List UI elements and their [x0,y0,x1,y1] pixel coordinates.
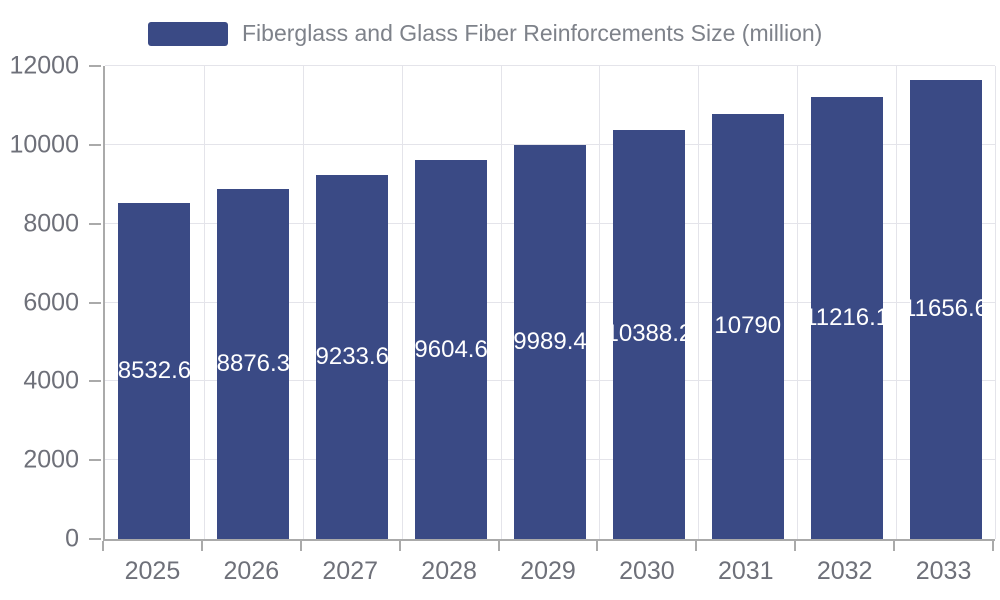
x-axis-tick [398,541,401,551]
x-axis: 2025 2026 2027 2028 2029 2030 2031 2032 2033 [102,541,994,600]
x-axis-tick [102,541,104,551]
bar[interactable]: 9604.6 [415,160,488,539]
bar[interactable]: 8876.3 [217,189,290,539]
v-gridline [599,66,601,539]
bar-value-label: 10790 [714,312,782,340]
y-axis-label: 10000 [9,130,79,159]
x-axis-tick [299,541,302,551]
x-axis-label: 2032 [816,557,873,585]
x-axis-label: 2025 [124,557,181,585]
x-axis-tick [893,541,896,551]
x-axis-tick [695,541,698,551]
bar[interactable]: 9989.4 [514,145,586,539]
y-axis-label: 0 [65,524,79,553]
bar[interactable]: 11216.1 [810,96,883,539]
x-axis-label: 2026 [223,557,280,585]
x-axis-tick [596,541,599,551]
x-axis-tick [992,541,994,551]
v-gridline [797,66,799,539]
bar-value-label: 9989.4 [514,328,586,356]
bar[interactable]: 10790 [711,113,784,539]
v-gridline [401,66,403,539]
bar-value-label: 8876.3 [217,350,290,378]
v-gridline [302,66,304,539]
y-axis-label: 2000 [23,445,79,474]
h-gridline [105,65,995,66]
y-axis-tick [89,301,101,304]
y-axis-label: 6000 [23,288,79,316]
y-axis-label: 12000 [9,51,79,80]
v-gridline [203,66,205,539]
v-gridline [698,66,700,539]
y-axis-tick [89,380,101,383]
bar-value-label: 11216.1 [811,303,883,331]
y-axis-tick [89,143,101,146]
v-gridline [896,66,898,539]
legend-label: Fiberglass and Glass Fiber Reinforcement… [242,20,823,46]
h-gridline [105,143,995,145]
plot-area: 8532.6 8876.3 9233.6 9604.6 9989.4 10388.2 107… [103,65,996,541]
bar[interactable]: 8532.6 [118,202,191,539]
x-axis-tick [794,541,797,551]
y-axis-label: 4000 [23,366,79,395]
x-axis-tick [200,541,203,551]
legend-swatch [148,21,228,46]
y-axis: 0 2000 4000 6000 8000 10000 12000 [0,52,103,553]
bar-value-label: 10388.2 [613,320,685,348]
x-axis-tick [497,541,500,551]
v-gridline [500,66,502,539]
x-axis-label: 2031 [717,557,774,585]
bar-value-label: 9604.6 [415,335,488,363]
y-axis-tick [89,538,101,540]
legend[interactable]: Fiberglass and Glass Fiber Reinforcement… [148,20,822,47]
x-axis-label: 2027 [322,557,379,585]
v-gridline [995,66,996,539]
x-axis-label: 2030 [619,557,675,585]
y-axis-label: 8000 [23,209,79,238]
bar[interactable]: 9233.6 [316,175,389,539]
x-axis-label: 2033 [915,557,972,585]
x-axis-label: 2028 [421,557,477,585]
y-axis-tick [89,459,101,462]
bar-value-label: 9233.6 [316,343,389,371]
x-axis-label: 2029 [520,557,576,585]
y-axis-tick [89,222,101,225]
y-axis-tick [89,65,101,67]
bar-value-label: 8532.6 [118,356,191,384]
bar[interactable]: 10388.2 [612,129,685,539]
